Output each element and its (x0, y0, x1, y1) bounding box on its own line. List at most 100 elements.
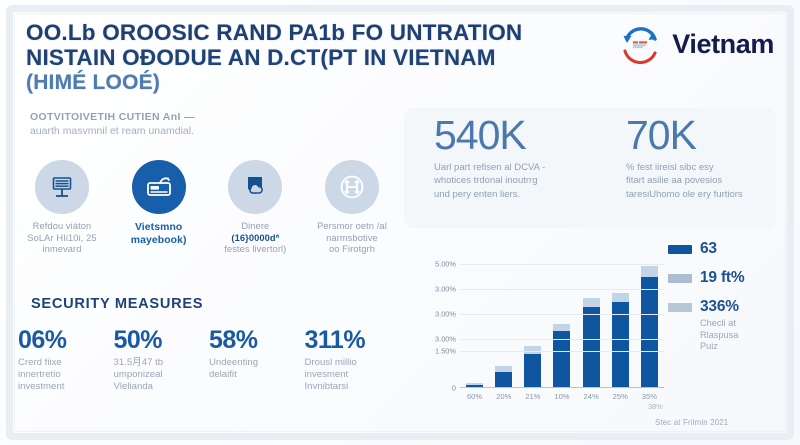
chart-bar-segment-top (524, 346, 542, 354)
feature-caption-2-line-2: mayebook) (130, 235, 187, 246)
legend-item-2: 19 ft% (668, 269, 788, 287)
security-stat-3-caption-line-1: Undeenting (209, 357, 259, 368)
security-stat-1-caption: Crerd fiixe innertretio investment (18, 357, 114, 393)
security-measures-heading: SECURITY MEASURES (31, 296, 204, 312)
security-stat-2: 50% 31.5月47 tb umponizeal Vlelianda (114, 326, 210, 393)
chart-x-tick: 10% (554, 392, 570, 401)
feature-item-4: Persmor oetn /al narmsbotive oo Firotgrh (304, 160, 400, 256)
chart-stray-label: 38% (648, 402, 663, 411)
kicker-block: OOTVITOIVETIH CUTIEN AnI — auarth masvmn… (30, 110, 370, 138)
chart-bar (524, 346, 542, 387)
chart-bar-segment-bottom (640, 276, 658, 387)
legend-value-2: 19 ft% (700, 269, 745, 286)
feature-caption-2: Vietsmno mayebook) (131, 221, 187, 247)
chart-x-tick: 60% (466, 392, 483, 401)
feature-caption-3: Dinere (16}0000dª festes livertorl) (224, 221, 286, 256)
solar-panel-icon (35, 160, 89, 214)
page-title-line-2: NISTAIN OÐODUE AN D.CT(PT IN VIETNAM (26, 45, 496, 70)
shield-cloud-icon (228, 160, 283, 214)
security-stat-row: 06% Crerd fiixe innertretio investment 5… (18, 326, 400, 393)
security-stat-4: 311% Drousl millio invesment Invnibtarsi (305, 326, 401, 393)
feature-icon-row: Refdou viàton SoLAr HIi10i, 25 inmevard … (14, 160, 400, 256)
brand-logo: Vietnam (617, 14, 774, 67)
feature-caption-4-line-3: oo Firotgrh (328, 244, 375, 255)
legend-swatch-2 (668, 274, 692, 283)
highlight-1-caption-line-1: Uarl part refisen al DCVA - (434, 162, 546, 173)
chart-bars (460, 251, 664, 387)
chart-bar (466, 383, 484, 387)
chart-gridline (460, 338, 664, 340)
security-stat-1-caption-line-1: Crerd fiixe (18, 357, 62, 368)
chart-y-axis: 5.00% 3.00% 3.00% 3.00% 1.50% 0 (416, 252, 456, 393)
chart-x-tick: 25% (612, 392, 628, 401)
chart-bar (611, 293, 629, 387)
kicker-line-1: OOTVITOIVETIH CUTIEN AnI — (30, 111, 195, 123)
chart-bar-segment-bottom (611, 301, 629, 387)
kicker-line-2: auarth masvmnil et ream unamdial. (30, 125, 194, 137)
highlight-card (404, 108, 776, 228)
chart-y-tick: 5.00% (435, 259, 456, 269)
feature-caption-4-line-1: Persmor oetn /al (317, 221, 387, 231)
page-title-line-1: OO.Lb OROOSIC RAND PA1b FO UNTRATION (26, 20, 523, 45)
poster-header: OO.Lb OROOSIC RAND PA1b FO UNTRATION NIS… (26, 14, 774, 100)
page-title-line-3: (HIMÉ LOOÉ) (26, 71, 161, 94)
chart-bar-segment-top (466, 383, 484, 385)
legend-value-1: 63 (700, 240, 717, 257)
chart-bar-segment-top (582, 298, 600, 307)
security-stat-3-value: 58% (209, 326, 258, 354)
security-stat-1-value: 06% (18, 326, 67, 354)
feature-caption-1-line-2: SoLAr HIi10i, 25 (27, 232, 97, 243)
security-stat-2-caption-line-1: 31.5月47 tb (113, 357, 164, 368)
highlight-2-caption: % fest iireisl sibc esy fitart asilie aa… (626, 161, 776, 201)
highlight-2-caption-line-2: fitart asilie aa povesios (626, 175, 723, 187)
feature-caption-2-line-1: Vietsmno (134, 222, 183, 233)
feature-item-2: Vietsmno mayebook) (111, 160, 207, 256)
feature-caption-1-line-1: Refdou viàton (32, 221, 92, 231)
security-stat-2-caption-line-2: umponizeal (113, 369, 163, 380)
highlight-1-caption-line-2: whotices trdonal inoutrrg (434, 175, 538, 187)
highlight-1-value: 540K (434, 112, 527, 158)
source-footnote: Stec at Frilmin 2021 (655, 418, 729, 427)
payment-card-icon (131, 160, 186, 214)
chart-bar (553, 323, 571, 387)
highlight-1: 540K Uarl part refisen al DCVA - whotice… (404, 112, 590, 201)
chart-y-tick: 3.00% (435, 309, 456, 319)
chart-bar-segment-top (553, 323, 571, 332)
chart-legend: 63 19 ft% 336% Checli at Rlaspusa Puiz (668, 240, 788, 364)
chart-bar-segment-bottom (553, 331, 571, 387)
feature-caption-4-line-2: narmsbotive (326, 232, 378, 243)
circular-arrows-logo-icon (617, 21, 663, 67)
feature-caption-3-line-2: (16}0000dª (231, 232, 280, 243)
chart-y-tick: 0 (451, 383, 456, 393)
legend-value-3: 336% (700, 298, 739, 315)
chart-gridline (460, 313, 664, 315)
chart-bar-segment-top (640, 265, 658, 277)
chart-bar-segment-bottom (466, 384, 484, 387)
chart-bar (640, 265, 658, 387)
feature-caption-4: Persmor oetn /al narmsbotive oo Firotgrh (317, 221, 387, 256)
feature-caption-1-line-3: inmevard (42, 244, 82, 255)
security-stat-4-caption-line-1: Drousl millio (304, 357, 357, 368)
chart-bar-segment-top (611, 293, 629, 302)
logo-text: Vietnam (672, 28, 774, 59)
highlight-2-caption-line-1: % fest iireisl sibc esy (626, 162, 714, 173)
chart-x-axis: 60% 20% 21% 10% 24% 25% 35% (460, 392, 664, 401)
chart-bar (582, 298, 600, 387)
chart-y-tick: 3.00% (435, 334, 456, 344)
feature-caption-3-line-3: festes livertorl) (224, 244, 287, 255)
highlight-2-value: 70K (626, 112, 697, 158)
highlight-2: 70K % fest iireisl sibc esy fitart asili… (590, 112, 776, 201)
chart-x-tick: 20% (496, 392, 512, 401)
highlight-1-caption-line-3: und pery enten liers. (434, 188, 521, 200)
security-stat-2-caption-line-3: Vlelianda (113, 381, 153, 392)
security-stat-3: 58% Undeenting delaifit (209, 326, 305, 393)
chart-x-tick: 21% (525, 392, 541, 401)
chart-x-tick: 24% (583, 392, 599, 401)
chart-bar-segment-bottom (582, 306, 600, 387)
security-stat-4-value: 311% (304, 326, 366, 354)
security-stat-2-caption: 31.5月47 tb umponizeal Vlelianda (114, 357, 210, 393)
security-stat-4-caption: Drousl millio invesment Invnibtarsi (305, 357, 401, 393)
feature-caption-3-line-1: Dinere (241, 221, 270, 231)
chart-gridline (460, 350, 664, 352)
chart-bar-segment-bottom (524, 353, 542, 387)
